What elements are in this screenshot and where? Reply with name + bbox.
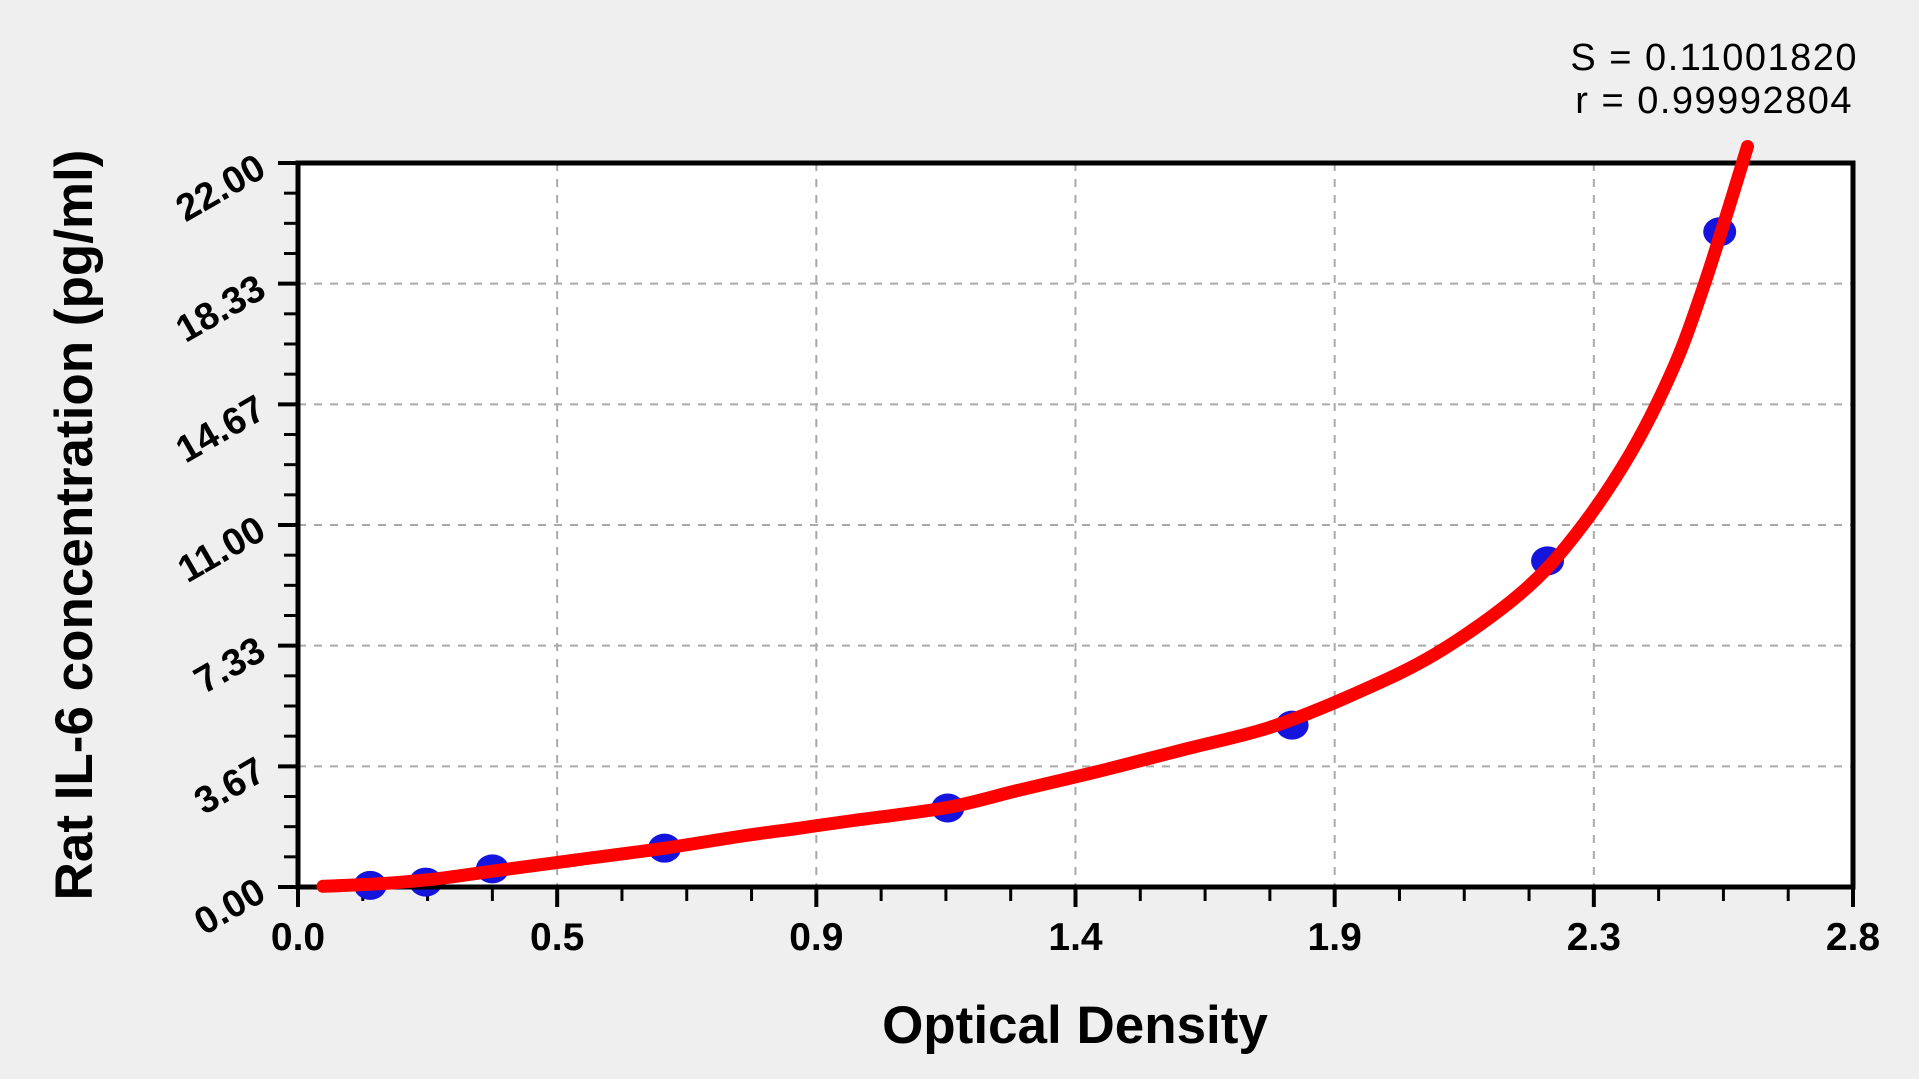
y-tick-label: 7.33 [187,629,272,702]
fit-curve-line [316,140,1754,893]
s-value-label: S = 0.11001820 [1570,37,1858,79]
y-tick-label: 18.33 [169,267,272,351]
y-tick-label: 11.00 [171,508,273,591]
gridlines [298,163,1853,887]
x-tick-label: 0.0 [271,916,325,959]
r-value-label: r = 0.99992804 [1575,80,1853,122]
y-tick-labels: 0.00 3.67 7.33 11.00 14.67 18.33 22.00 [169,146,272,943]
y-axis-title: Rat IL-6 concentration (pg/ml) [45,150,104,901]
y-tick-label: 0.00 [187,870,272,943]
x-tick-label: 0.5 [530,916,584,959]
x-tick-label: 1.4 [1048,916,1103,959]
x-tick-label: 1.9 [1308,916,1362,959]
y-tick-label: 3.67 [187,750,272,823]
plot-frame [295,160,1856,890]
x-tick-label: 2.8 [1826,916,1880,959]
x-tick-label: 0.9 [789,916,843,959]
x-tick-labels: 0.0 0.5 0.9 1.4 1.9 2.3 2.8 [271,916,1880,959]
y-tick-label: 22.00 [169,146,272,230]
y-tick-label: 14.67 [169,388,272,472]
x-tick-label: 2.3 [1567,916,1621,959]
x-axis-title: Optical Density [882,996,1268,1055]
